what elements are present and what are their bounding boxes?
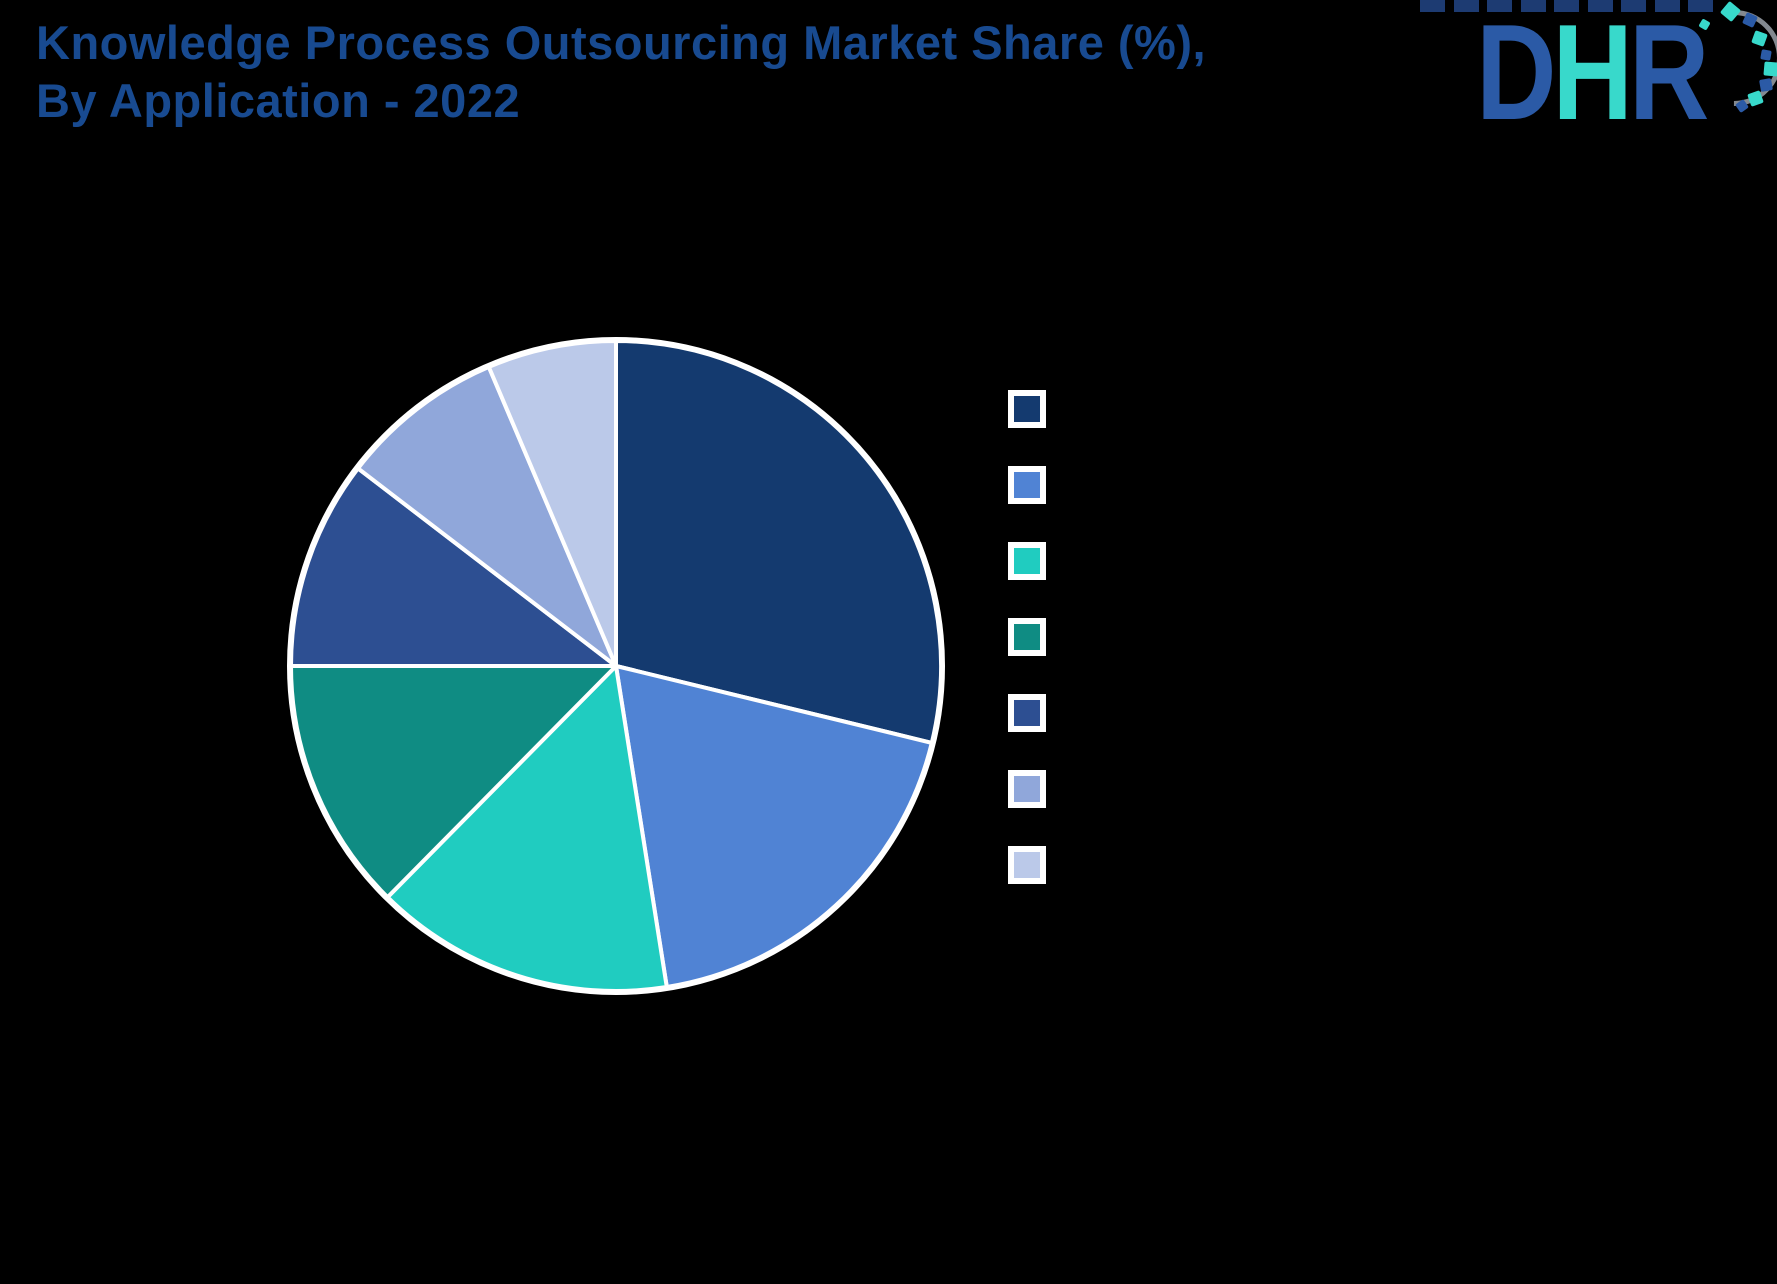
logo-clipped-text-mark [1688,0,1713,12]
pie-slice-6 [356,364,618,668]
logo-clipped-text-mark [1587,0,1613,12]
logo-clipped-text-mark [1554,0,1579,12]
logo-dot-icon [1763,61,1777,77]
pie-slice-3 [385,664,669,993]
logo-clipped-text-mark [1453,0,1479,12]
dhr-logo: DHR [1476,0,1777,160]
logo-dot-icon [1759,78,1773,92]
pie-slice-1 [614,339,944,745]
pie-slice-5 [289,466,618,668]
legend-item-6 [1008,770,1046,808]
logo-clipped-text-mark [1654,0,1680,12]
logo-clipped-text-mark [1487,0,1512,12]
legend-item-5 [1008,694,1046,732]
legend-swatch-icon [1014,624,1040,650]
page-title: Knowledge Process Outsourcing Market Sha… [36,14,1206,130]
legend-swatch-icon [1014,396,1040,422]
pie-slice-4 [289,664,618,900]
legend-swatch-icon [1014,700,1040,726]
logo-clipped-text-mark [1520,0,1546,12]
legend-item-2 [1008,466,1046,504]
logo-letter-h: H [1552,0,1633,148]
chart-legend [1008,390,1046,884]
page-title-line2: By Application - 2022 [36,74,521,127]
pie-slice-7 [486,339,618,668]
legend-item-4 [1008,618,1046,656]
logo-letter-d: D [1476,0,1557,148]
logo-letter-r: R [1628,0,1710,148]
legend-item-1 [1008,390,1046,428]
legend-item-7 [1008,846,1046,884]
page-title-line1: Knowledge Process Outsourcing Market Sha… [36,16,1207,69]
legend-swatch-icon [1014,852,1040,878]
logo-clipped-text-mark [1621,0,1646,12]
legend-swatch-icon [1014,548,1040,574]
legend-item-3 [1008,542,1046,580]
legend-swatch-icon [1014,776,1040,802]
logo-clipped-text-mark [1420,0,1445,12]
pie-slice-2 [614,664,934,989]
legend-swatch-icon [1014,472,1040,498]
logo-text: DHR [1476,4,1709,140]
logo-dot-icon [1760,49,1772,61]
